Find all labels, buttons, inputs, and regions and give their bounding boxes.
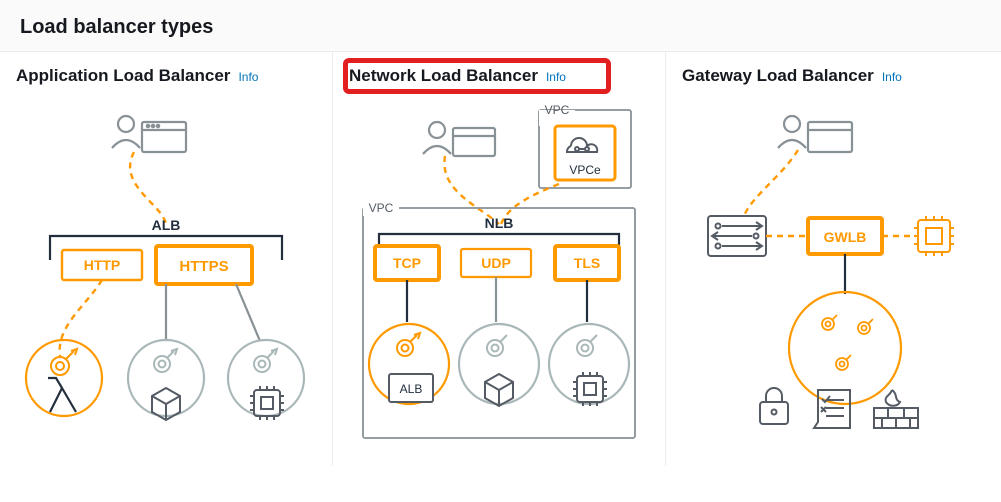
- svg-text:VPCe: VPCe: [569, 163, 601, 177]
- section-header: Load balancer types: [0, 0, 1001, 52]
- column-alb: Application Load Balancer Info: [0, 52, 333, 466]
- udp-box: UDP: [461, 249, 531, 277]
- target-circle-3: [228, 340, 304, 420]
- svg-text:UDP: UDP: [481, 255, 511, 271]
- gwlb-info-link[interactable]: Info: [882, 70, 902, 84]
- dashed-connector: [130, 152, 166, 226]
- nlb-target-2: [459, 324, 539, 406]
- nlb-diagram: VPC VPCe VPC: [349, 96, 649, 456]
- chip-icon: [914, 216, 954, 256]
- target-circle-2: [128, 340, 204, 420]
- svg-text:HTTP: HTTP: [84, 257, 121, 273]
- svg-text:TCP: TCP: [393, 255, 421, 271]
- nlb-target-3: [549, 324, 629, 406]
- gwlb-box: GWLB: [808, 218, 882, 254]
- gwlb-target: [789, 292, 901, 404]
- gwlb-title: Gateway Load Balancer: [682, 66, 874, 86]
- https-box: HTTPS: [156, 246, 252, 284]
- user-icon: [778, 116, 852, 152]
- switch-icon: [708, 216, 766, 256]
- alb-badge: ALB: [152, 217, 181, 233]
- user-icon: [112, 116, 186, 152]
- svg-text:ALB: ALB: [400, 382, 423, 396]
- nlb-info-link[interactable]: Info: [546, 70, 566, 84]
- column-gwlb: Gateway Load Balancer Info: [666, 52, 999, 466]
- lock-icon: [760, 388, 788, 424]
- http-box: HTTP: [62, 250, 142, 280]
- lb-type-columns: Application Load Balancer Info: [0, 52, 1001, 466]
- nlb-target-1: ALB: [369, 324, 449, 404]
- tls-box: TLS: [555, 246, 619, 280]
- vpc-small: VPC VPCe: [539, 103, 631, 188]
- gwlb-diagram: GWLB: [682, 96, 983, 456]
- target-circle-1: [26, 340, 102, 416]
- alb-title: Application Load Balancer: [16, 66, 230, 86]
- svg-text:NLB: NLB: [485, 215, 514, 231]
- nlb-title: Network Load Balancer: [349, 66, 538, 86]
- column-nlb: Network Load Balancer Info VPC: [333, 52, 666, 466]
- svg-text:HTTPS: HTTPS: [179, 258, 228, 275]
- firewall-icon: [874, 390, 918, 428]
- clipboard-icon: [814, 390, 850, 428]
- svg-text:TLS: TLS: [574, 255, 600, 271]
- user-icon: [423, 122, 495, 156]
- svg-text:VPC: VPC: [369, 201, 394, 215]
- svg-text:VPC: VPC: [545, 103, 570, 117]
- alb-diagram: ALB HTTP HTTPS: [16, 96, 316, 456]
- svg-text:GWLB: GWLB: [824, 229, 867, 245]
- tcp-box: TCP: [375, 246, 439, 280]
- page-title: Load balancer types: [20, 16, 981, 39]
- alb-info-link[interactable]: Info: [238, 70, 258, 84]
